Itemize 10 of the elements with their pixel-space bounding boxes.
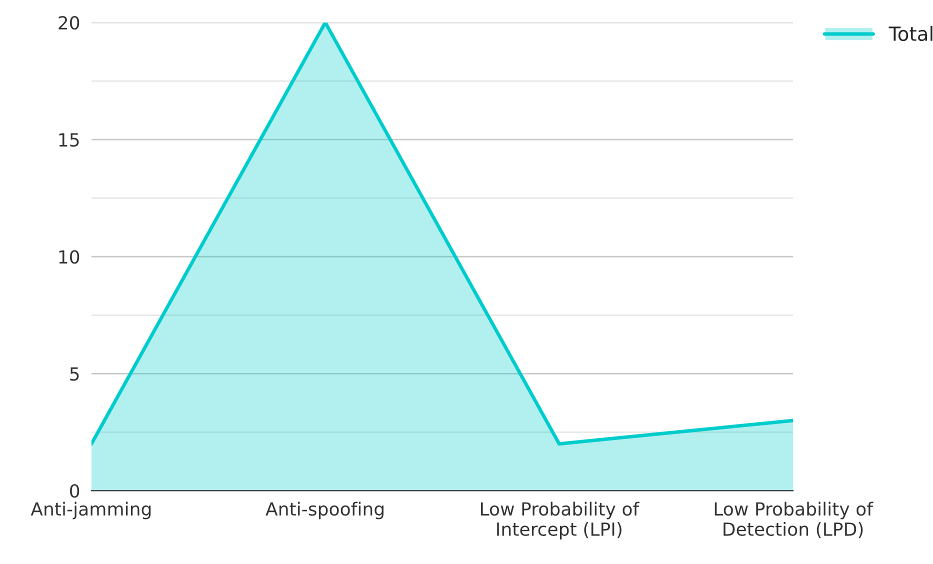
x-tick-label: Anti-spoofing — [266, 502, 384, 520]
x-tick-label: Low Probability of Detection (LPD) — [714, 502, 874, 538]
y-tick-label: 0 — [70, 484, 80, 498]
y-tick-label: 15 — [59, 133, 79, 147]
x-tick-label: Anti-jamming — [30, 502, 151, 520]
legend-label: Total — [888, 26, 932, 42]
y-tick-label: 5 — [70, 367, 79, 381]
y-tick-label: 10 — [59, 250, 80, 264]
y-tick-label: 20 — [58, 16, 80, 30]
x-tick-label: Low Probability of Intercept (LPI) — [481, 502, 640, 540]
